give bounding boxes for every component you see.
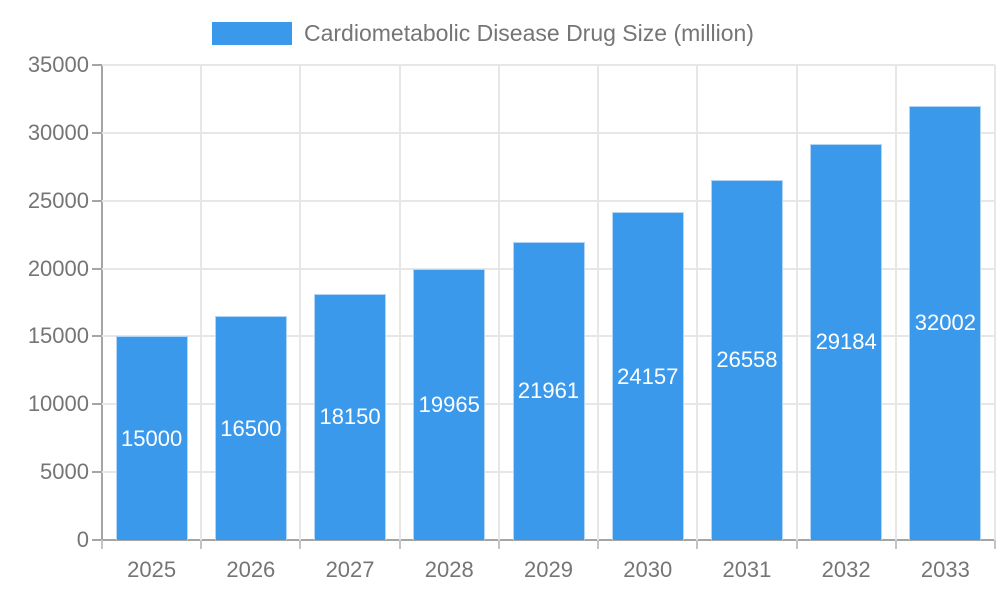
v-gridline — [696, 65, 699, 540]
y-tick-label: 20000 — [27, 255, 89, 281]
x-axis-line — [93, 539, 995, 541]
v-gridline — [994, 65, 996, 540]
x-axis-tick — [597, 540, 600, 549]
bar-value-label: 19965 — [418, 392, 480, 418]
chart-title: Cardiometabolic Disease Drug Size (milli… — [304, 20, 754, 46]
x-axis-tick — [994, 540, 996, 549]
v-gridline — [398, 65, 401, 540]
legend: Cardiometabolic Disease Drug Size (milli… — [212, 20, 754, 47]
v-gridline — [597, 65, 600, 540]
x-axis-tick — [795, 540, 798, 549]
y-axis-line — [101, 65, 103, 549]
x-axis-tick — [497, 540, 500, 549]
y-axis-tick — [92, 335, 102, 338]
bar: 26558 — [710, 179, 783, 540]
y-tick-label: 5000 — [40, 459, 89, 485]
x-axis-tick — [696, 540, 699, 549]
bar-value-label: 21961 — [517, 378, 580, 404]
x-tick-label: 2031 — [722, 557, 772, 582]
y-tick-label: 30000 — [27, 119, 89, 145]
x-axis-tick — [894, 540, 897, 549]
h-gridline — [102, 131, 995, 134]
legend-swatch — [212, 22, 292, 45]
y-axis-tick — [92, 471, 102, 474]
y-tick-label: 0 — [76, 527, 89, 552]
h-gridline — [102, 64, 995, 66]
x-tick-label: 2026 — [226, 557, 276, 582]
bar: 32002 — [909, 105, 982, 540]
x-tick-label: 2025 — [127, 557, 177, 582]
bar: 29184 — [810, 143, 883, 540]
bar-value-label: 16500 — [220, 415, 282, 441]
bar-value-label: 15000 — [121, 425, 183, 451]
x-tick-label: 2027 — [325, 557, 375, 582]
x-tick-label: 2029 — [524, 557, 573, 582]
bar: 15000 — [115, 336, 188, 540]
v-gridline — [795, 65, 798, 540]
bar-value-label: 29184 — [815, 329, 877, 355]
bar: 19965 — [413, 269, 486, 540]
y-axis-tick — [92, 64, 102, 66]
x-axis-tick — [101, 540, 103, 549]
bar: 18150 — [314, 293, 387, 540]
y-tick-label: 25000 — [27, 187, 89, 213]
v-gridline — [894, 65, 897, 540]
x-tick-label: 2032 — [821, 557, 871, 582]
y-axis-tick — [92, 403, 102, 406]
v-gridline — [200, 65, 203, 540]
y-tick-label: 35000 — [27, 52, 89, 77]
bar-value-label: 18150 — [319, 404, 381, 430]
plot-area: 0 5000 10000 15000 20000 25000 30000 35000 15000… — [28, 52, 996, 582]
x-tick-label: 2028 — [424, 557, 474, 582]
y-tick-label: 10000 — [27, 391, 89, 417]
bar-value-label: 24157 — [617, 363, 679, 389]
x-axis-tick — [299, 540, 302, 549]
v-gridline — [299, 65, 302, 540]
x-axis-tick — [398, 540, 401, 549]
bar: 16500 — [214, 316, 287, 540]
bar: 21961 — [512, 241, 585, 540]
x-axis-tick — [200, 540, 203, 549]
v-gridline — [497, 65, 500, 540]
y-axis-tick — [92, 539, 102, 541]
bar: 24157 — [611, 212, 684, 540]
bar-value-label: 26558 — [716, 347, 778, 373]
x-tick-label: 2033 — [920, 557, 970, 582]
y-axis-tick — [92, 199, 102, 202]
h-gridline — [102, 199, 995, 202]
bar-value-label: 32002 — [914, 310, 976, 336]
y-axis-tick — [92, 267, 102, 270]
y-tick-label: 15000 — [27, 323, 89, 349]
x-tick-label: 2030 — [623, 557, 673, 582]
y-axis-tick — [92, 131, 102, 134]
